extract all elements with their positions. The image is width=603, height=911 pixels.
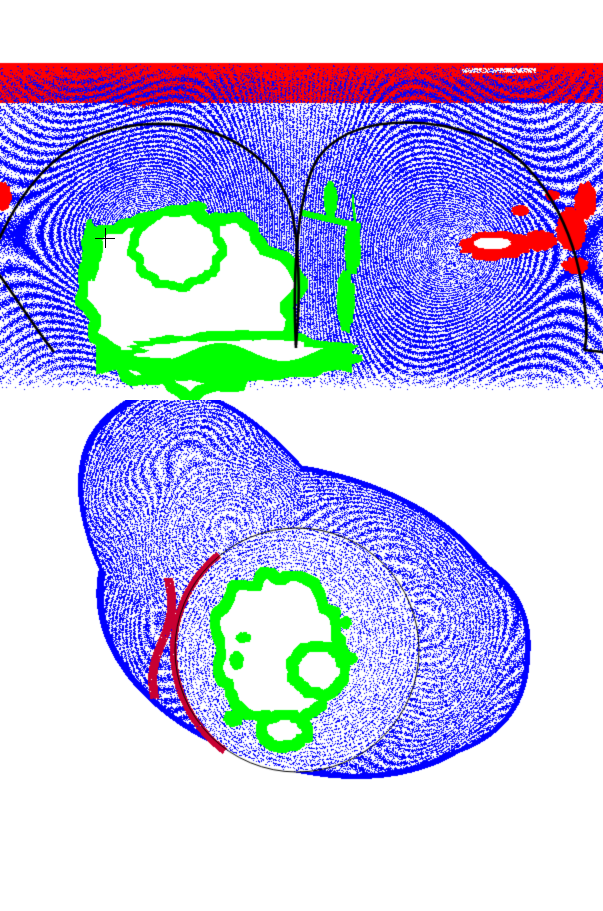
oblique-projection-panel xyxy=(0,400,603,911)
oblique-projection-plot-area xyxy=(0,400,603,911)
cylindrical-map-plot-area xyxy=(0,0,603,400)
cylindrical-map-panel xyxy=(0,0,603,400)
